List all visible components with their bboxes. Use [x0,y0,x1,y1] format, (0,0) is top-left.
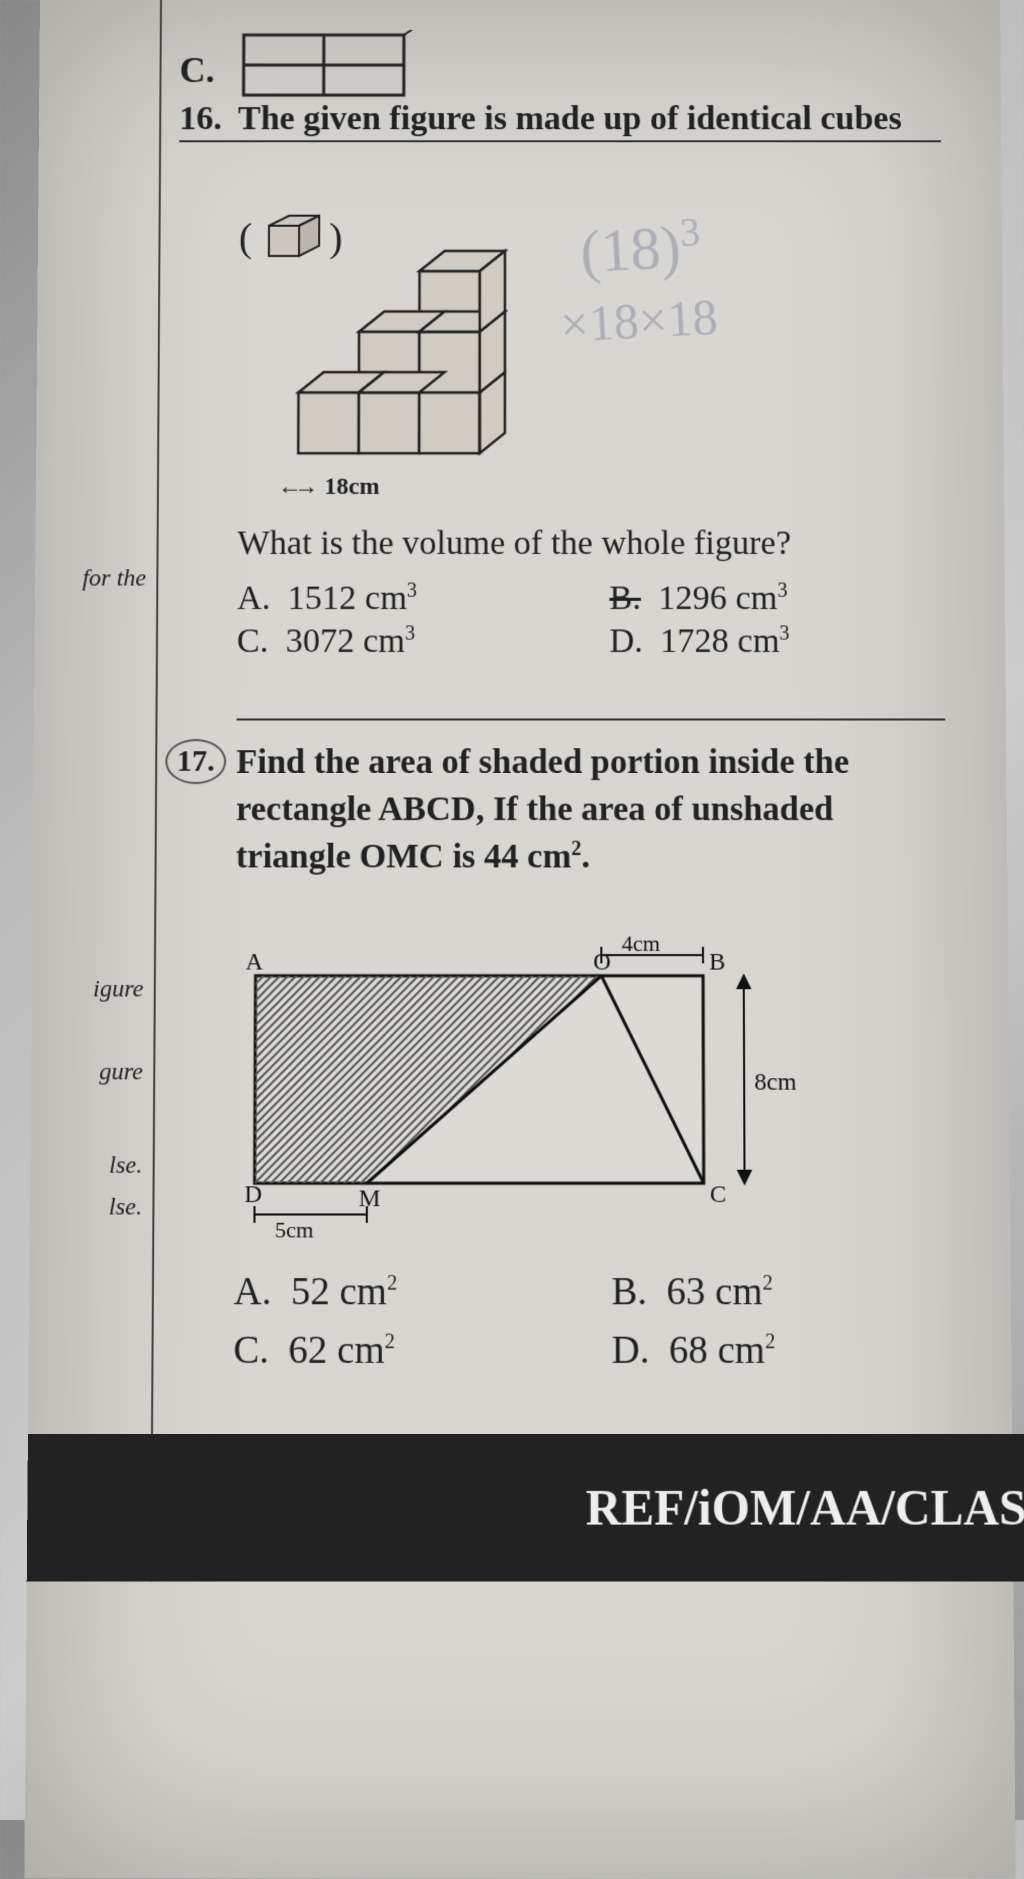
label-B: B [709,949,725,976]
reference-bar: REF/iOM/AA/CLASS-5 [27,1434,1024,1581]
hw-t1-exp: 3 [679,209,702,255]
question-16: 16. The given figure is made up of ident… [179,100,981,138]
q17-option-D: D. 68 cm2 [612,1327,981,1373]
svg-text:(: ( [239,215,253,260]
q16-dimension-18cm: 18cm [278,474,380,501]
q16-number: 16. [179,100,222,138]
arrow-lr-icon [278,474,318,500]
q17-number-circled: 17. [165,739,226,784]
q17-options: A. 52 cm2 C. 62 cm2 B. 63 cm2 D. 68 cm2 [233,1256,991,1386]
prev-option-c-figure [238,30,418,110]
q16-A-text: 1512 cm [288,580,407,618]
q16-option-C: C. 3072 cm3 [237,623,601,662]
label-D: D [244,1181,262,1208]
left-margin: for the igure gure lse. lse. [27,0,162,1582]
margin-text-for-the: for the [82,565,146,593]
q17-stem-l1: Find the area of shaded portion inside t… [236,743,849,781]
q16-cube-figure [278,231,560,479]
q16-C-text: 3072 cm [286,623,405,661]
q16-options: A. 1512 cm3 C. 3072 cm3 B. 1296 cm3 D. 1… [237,575,986,666]
q17-stem: Find the area of shaded portion inside t… [236,739,987,881]
q16-option-D: D. 1728 cm3 [609,623,973,662]
margin-text-figure2: gure [99,1059,143,1087]
q16-ask: What is the volume of the whole figure? [237,524,791,563]
sup: 3 [777,579,787,601]
reference-text: REF/iOM/AA/CLASS-5 [586,1479,1024,1537]
q17-option-C: C. 62 cm2 [233,1327,602,1373]
q17-C-text: 62 cm [288,1328,384,1372]
sup: 2 [385,1331,395,1354]
q17-D-text: 68 cm [669,1328,765,1372]
dim-DM: 5cm [275,1217,314,1243]
q17-A-text: 52 cm [291,1270,387,1314]
sup: 2 [765,1331,775,1354]
margin-text-figure1: igure [93,976,144,1004]
dim-OB: 4cm [622,934,661,956]
sup: 3 [779,623,789,645]
q17-stem-l3: triangle OMC is 44 cm [236,837,572,875]
sup: 2 [763,1272,773,1295]
q16-dim-label: 18cm [324,474,379,500]
q16-option-B: B. 1296 cm3 [609,579,973,618]
q16-stem: The given figure is made up of identical… [238,100,902,138]
divider-1 [179,140,941,142]
q17-B-text: 63 cm [667,1270,763,1314]
divider-2 [236,718,945,720]
handwriting-mult: ×18×18 [559,287,719,354]
prev-option-c-row: C. [179,30,419,110]
q16-B-text: 1296 cm [658,580,777,618]
label-M: M [359,1185,381,1212]
sup: 3 [407,579,417,601]
q16-D-text: 1728 cm [660,623,780,661]
q17-stem-l2: rectangle ABCD, If the area of unshaded [236,790,834,828]
q16-option-A: A. 1512 cm3 [237,579,601,618]
hw-t1: (18) [579,214,683,286]
handwriting-18-cubed: (18)3 [578,208,702,288]
dim-BC: 8cm [754,1069,797,1096]
q17-figure: A B C D O M 4cm [213,934,826,1251]
sup: 2 [387,1272,397,1295]
q17-option-B: B. 63 cm2 [611,1269,979,1315]
prev-option-c-label: C. [179,49,214,91]
margin-text-lse2: lse. [109,1194,143,1222]
page: for the igure gure lse. lse. C. 16. The … [24,0,1015,1879]
label-C: C [710,1181,726,1208]
margin-text-lse1: lse. [109,1152,143,1180]
label-A: A [245,949,263,976]
sup: 2 [571,837,581,860]
sup: 3 [405,623,415,645]
q17-option-A: A. 52 cm2 [234,1269,602,1315]
